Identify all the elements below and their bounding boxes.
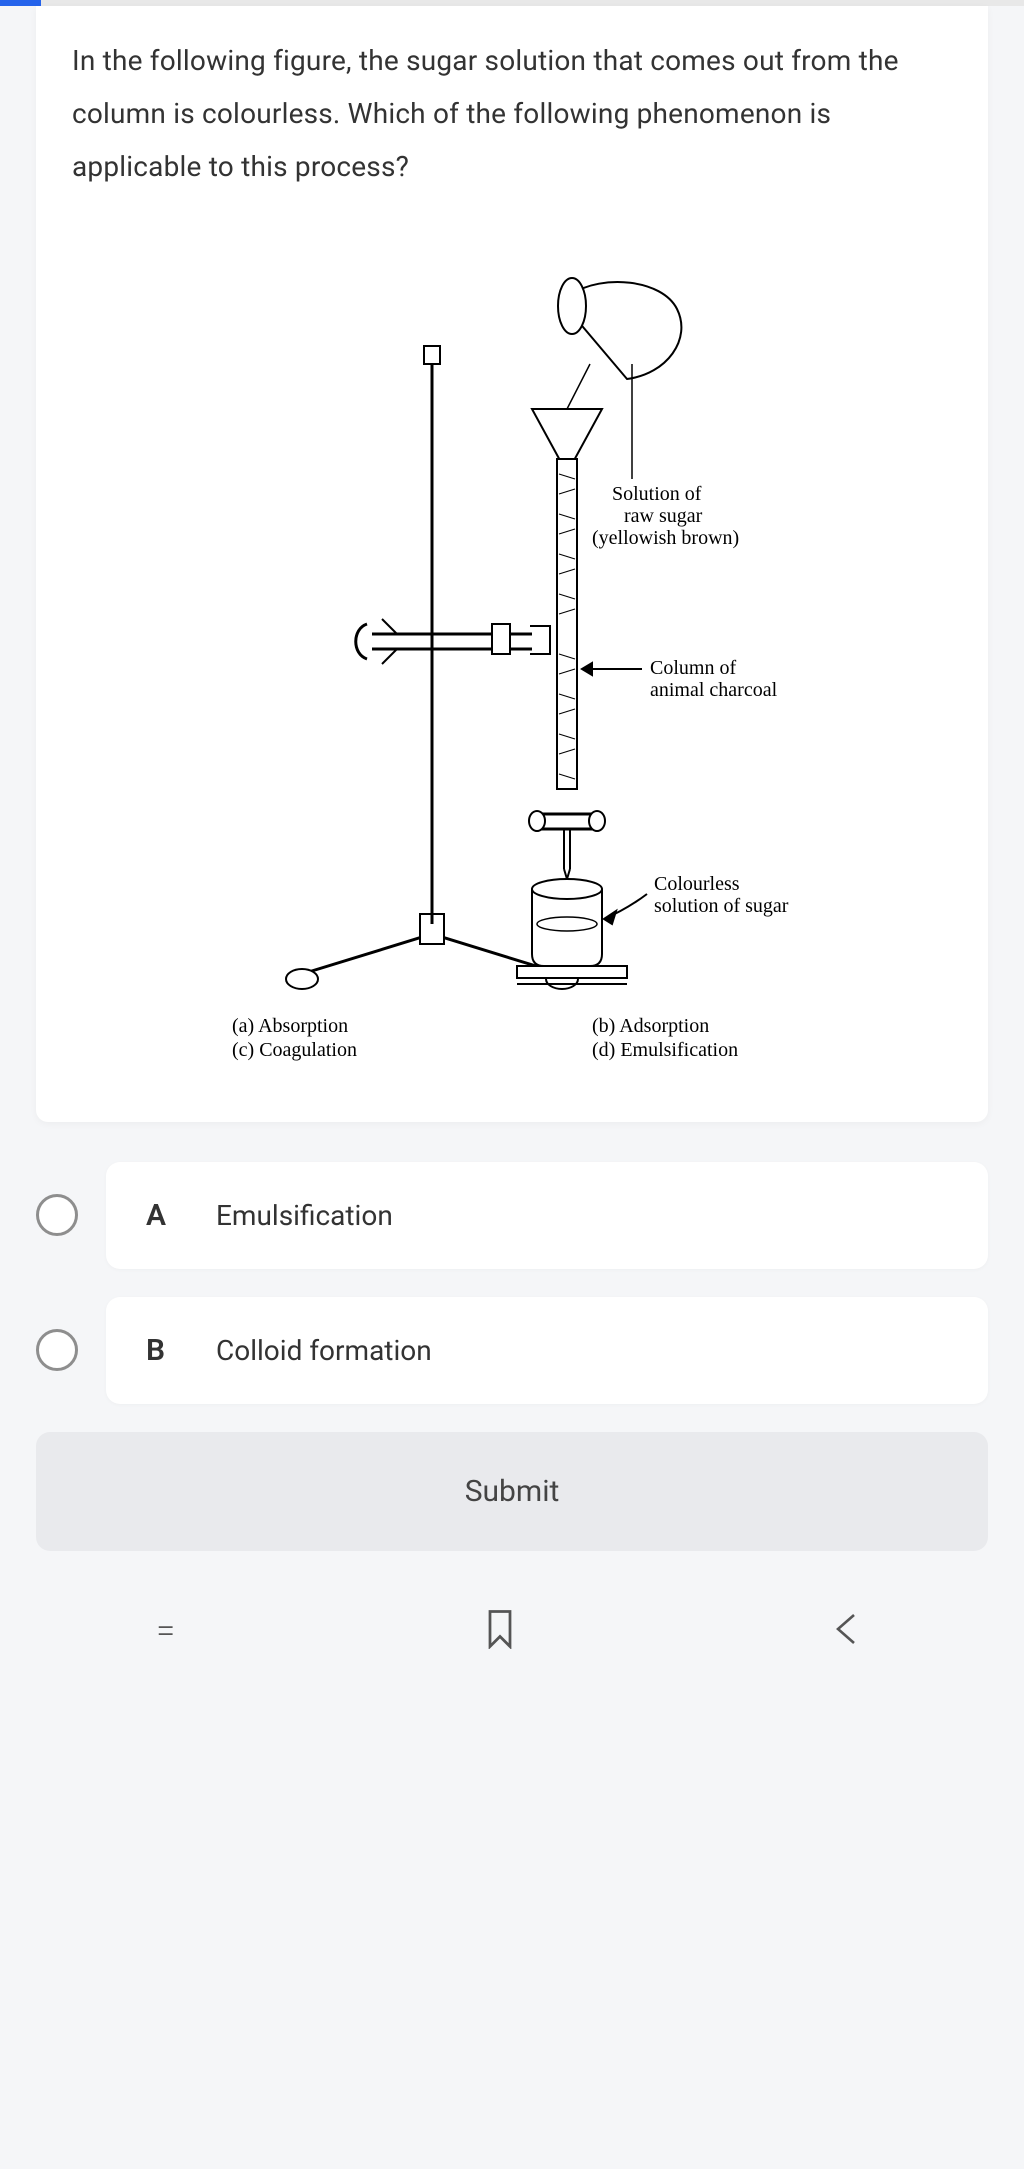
option-text-a: Emulsification [216,1199,393,1232]
back-icon[interactable] [828,1609,868,1653]
label-column-of: Column of [650,656,736,680]
apparatus-svg [172,254,852,1074]
fig-option-c: (c) Coagulation [232,1038,357,1062]
fig-option-a: (a) Absorption [232,1014,348,1038]
submit-label: Submit [465,1474,560,1509]
progress-fill [0,0,41,6]
option-text-b: Colloid formation [216,1334,432,1367]
bookmark-icon[interactable] [485,1609,515,1653]
option-card-a[interactable]: A Emulsification [106,1162,988,1269]
radio-a[interactable] [36,1194,78,1236]
question-text: In the following figure, the sugar solut… [72,34,952,194]
option-letter-a: A [146,1198,216,1233]
menu-icon[interactable]: = [156,1611,173,1651]
fig-option-b: (b) Adsorption [592,1014,709,1038]
label-raw-sugar: raw sugar [624,504,702,528]
figure-wrap: Solution of raw sugar (yellowish brown) … [72,254,952,1074]
experiment-figure: Solution of raw sugar (yellowish brown) … [172,254,852,1074]
label-colourless: Colourless [654,872,740,896]
fig-option-d: (d) Emulsification [592,1038,738,1062]
label-animal-charcoal: animal charcoal [650,678,777,702]
option-row-b[interactable]: B Colloid formation [36,1297,988,1404]
bottom-nav: = [0,1591,1024,1677]
option-card-b[interactable]: B Colloid formation [106,1297,988,1404]
radio-b[interactable] [36,1329,78,1371]
label-solution-of: Solution of [612,482,701,506]
label-yellowish: (yellowish brown) [592,526,739,550]
option-row-a[interactable]: A Emulsification [36,1162,988,1269]
submit-button[interactable]: Submit [36,1432,988,1551]
option-letter-b: B [146,1333,216,1368]
question-card: In the following figure, the sugar solut… [36,6,988,1122]
label-solution-sugar: solution of sugar [654,894,788,918]
